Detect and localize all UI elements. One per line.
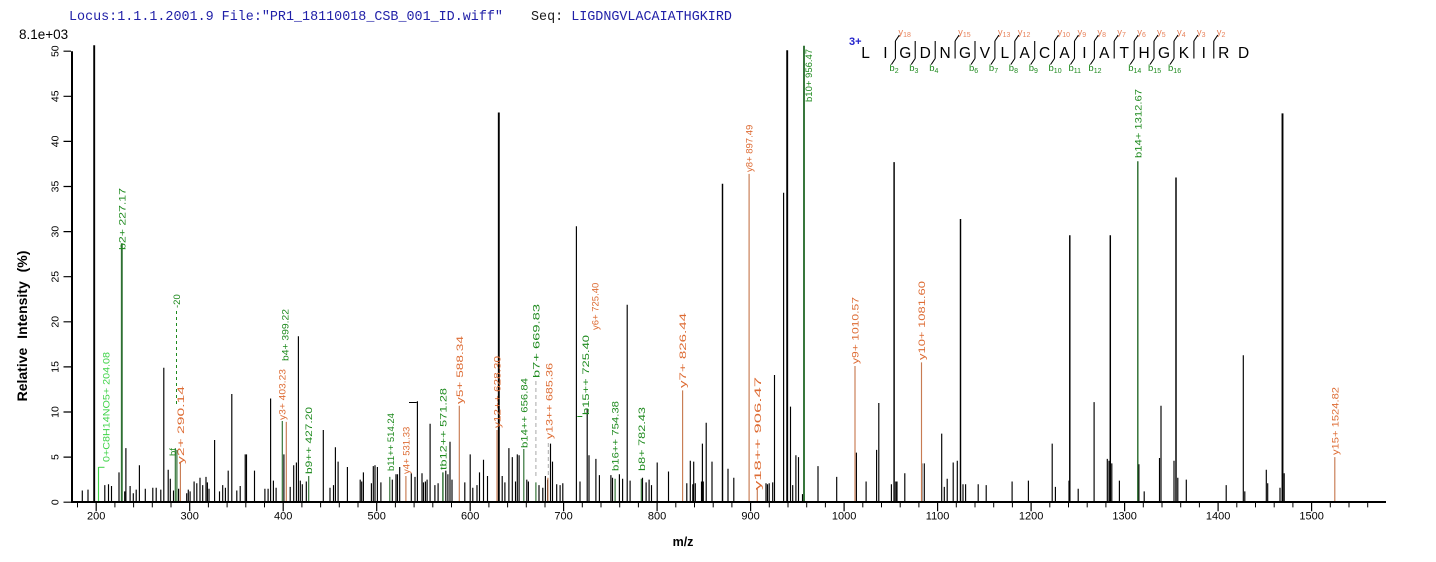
svg-text:y4+ 531.33: y4+ 531.33 — [401, 427, 412, 474]
svg-text:8.1e+03: 8.1e+03 — [19, 27, 68, 42]
svg-text:b4: b4 — [929, 63, 938, 75]
svg-text:K: K — [1179, 45, 1190, 62]
svg-text:y12++ 628.30: y12++ 628.30 — [493, 356, 504, 428]
svg-text:A: A — [1099, 45, 1110, 62]
svg-text:1400: 1400 — [1206, 511, 1230, 523]
svg-text:y6: y6 — [1137, 27, 1146, 39]
svg-text:900: 900 — [741, 511, 759, 523]
svg-text:10: 10 — [50, 406, 62, 418]
svg-text:y2+ 290.14: y2+ 290.14 — [176, 386, 187, 464]
svg-text:b2+ 227.17: b2+ 227.17 — [117, 188, 128, 250]
svg-text:b6: b6 — [969, 63, 978, 75]
svg-text:b14++ 656.84: b14++ 656.84 — [519, 378, 530, 448]
svg-text:b3: b3 — [909, 63, 918, 75]
svg-text:600: 600 — [461, 511, 479, 523]
svg-text:Locus:1.1.1.2001.9 File:"PR1_1: Locus:1.1.1.2001.9 File:"PR1_18110018_CS… — [69, 10, 503, 25]
svg-text:D: D — [1238, 45, 1249, 62]
svg-text:b10+ 956.47: b10+ 956.47 — [804, 49, 815, 102]
svg-text:800: 800 — [648, 511, 666, 523]
svg-text:b15++ 725.40: b15++ 725.40 — [581, 335, 592, 415]
svg-text:1300: 1300 — [1112, 511, 1136, 523]
svg-text:T: T — [1119, 45, 1129, 62]
svg-text:D: D — [920, 45, 931, 62]
svg-text:-20: -20 — [172, 294, 183, 308]
svg-text:N: N — [939, 45, 950, 62]
svg-text:b9++ 427.20: b9++ 427.20 — [304, 407, 315, 474]
svg-text:bf: bf — [168, 448, 179, 456]
svg-text:b7: b7 — [989, 63, 998, 75]
svg-text:I: I — [1082, 45, 1086, 62]
svg-text:y6+ 725.40: y6+ 725.40 — [591, 283, 602, 330]
svg-text:I: I — [883, 45, 887, 62]
svg-text:A: A — [1059, 45, 1070, 62]
svg-text:I: I — [1202, 45, 1206, 62]
svg-text:b8: b8 — [1009, 63, 1018, 75]
svg-text:0: 0 — [50, 499, 62, 505]
svg-text:y8: y8 — [1097, 27, 1106, 39]
svg-text:m/z: m/z — [673, 535, 694, 549]
svg-text:b4+ 399.22: b4+ 399.22 — [281, 309, 292, 361]
svg-text:y7: y7 — [1117, 27, 1126, 39]
svg-text:35: 35 — [50, 181, 62, 193]
svg-text:b8+ 782.43: b8+ 782.43 — [637, 407, 648, 471]
svg-text:G: G — [1158, 45, 1170, 62]
svg-text:C: C — [1039, 45, 1050, 62]
svg-text:0+C8H14NO5+ 204.08: 0+C8H14NO5+ 204.08 — [102, 352, 113, 462]
svg-text:25: 25 — [50, 271, 62, 283]
svg-text:b7+ 669.83: b7+ 669.83 — [531, 304, 542, 378]
svg-text:G: G — [899, 45, 911, 62]
svg-text:b14+ 1312.67: b14+ 1312.67 — [1133, 89, 1144, 158]
svg-text:400: 400 — [274, 511, 292, 523]
svg-text:b16++ 754.38: b16++ 754.38 — [611, 401, 622, 471]
svg-text:y13++ 685.36: y13++ 685.36 — [545, 363, 556, 439]
svg-text:40: 40 — [50, 135, 62, 147]
svg-text:20: 20 — [50, 316, 62, 328]
svg-text:y9: y9 — [1078, 27, 1087, 39]
svg-text:1000: 1000 — [832, 511, 856, 523]
svg-text:L: L — [861, 45, 870, 62]
svg-text:500: 500 — [368, 511, 386, 523]
svg-text:y3+ 403.23: y3+ 403.23 — [278, 369, 289, 420]
svg-text:H: H — [1138, 45, 1149, 62]
svg-text:5: 5 — [50, 454, 62, 460]
svg-text:30: 30 — [50, 226, 62, 238]
svg-text:b9: b9 — [1029, 63, 1038, 75]
svg-text:L: L — [1000, 45, 1009, 62]
svg-text:y15+ 1524.82: y15+ 1524.82 — [1330, 387, 1341, 455]
svg-text:200: 200 — [87, 511, 105, 523]
svg-text:50: 50 — [50, 45, 62, 57]
svg-text:y5: y5 — [1157, 27, 1166, 39]
svg-text:3+: 3+ — [849, 36, 862, 48]
svg-text:A: A — [1020, 45, 1031, 62]
svg-text:y10+ 1081.60: y10+ 1081.60 — [917, 281, 928, 360]
svg-text:y7+ 826.44: y7+ 826.44 — [678, 313, 689, 388]
svg-text:1100: 1100 — [926, 511, 950, 523]
svg-text:300: 300 — [181, 511, 199, 523]
svg-text:y3: y3 — [1197, 27, 1206, 39]
svg-text:45: 45 — [50, 90, 62, 102]
svg-text:V: V — [980, 45, 991, 62]
svg-text:700: 700 — [554, 511, 572, 523]
svg-text:tb12++ 571.28: tb12++ 571.28 — [438, 388, 449, 470]
svg-text:R: R — [1218, 45, 1229, 62]
svg-text:y4: y4 — [1177, 27, 1186, 39]
svg-text:Seq: LIGDNGVLACAIATHGKIRD: Seq: LIGDNGVLACAIATHGKIRD — [531, 10, 732, 25]
svg-text:1500: 1500 — [1299, 511, 1323, 523]
svg-text:1200: 1200 — [1019, 511, 1043, 523]
svg-text:y9+ 1010.57: y9+ 1010.57 — [851, 297, 862, 364]
svg-text:y8+ 897.49: y8+ 897.49 — [745, 125, 756, 172]
svg-text:y2: y2 — [1217, 27, 1226, 39]
svg-text:15: 15 — [50, 361, 62, 373]
svg-text:y18++ 906.47: y18++ 906.47 — [753, 377, 764, 490]
svg-text:b11++ 514.24: b11++ 514.24 — [386, 413, 397, 471]
svg-text:b2: b2 — [889, 63, 898, 75]
svg-text:G: G — [959, 45, 971, 62]
svg-text:Relative Intensity (%): Relative Intensity (%) — [14, 251, 30, 402]
svg-text:y5+ 588.34: y5+ 588.34 — [455, 336, 466, 404]
